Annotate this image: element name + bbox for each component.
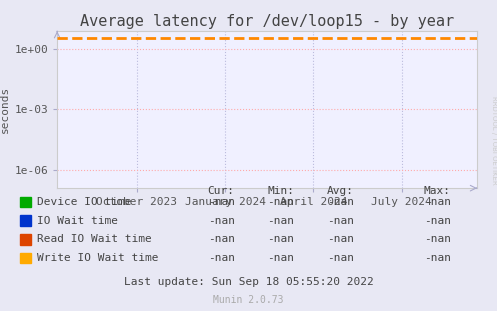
Text: Read IO Wait time: Read IO Wait time (37, 234, 152, 244)
Text: Last update: Sun Sep 18 05:55:20 2022: Last update: Sun Sep 18 05:55:20 2022 (124, 276, 373, 286)
Text: -nan: -nan (424, 253, 451, 263)
Text: -nan: -nan (267, 197, 294, 207)
Text: Write IO Wait time: Write IO Wait time (37, 253, 159, 263)
Text: -nan: -nan (267, 216, 294, 226)
Text: -nan: -nan (327, 253, 354, 263)
Text: -nan: -nan (267, 234, 294, 244)
Text: -nan: -nan (208, 234, 235, 244)
Text: Avg:: Avg: (327, 186, 354, 196)
Text: IO Wait time: IO Wait time (37, 216, 118, 226)
Text: -nan: -nan (424, 234, 451, 244)
Text: -nan: -nan (327, 234, 354, 244)
Text: -nan: -nan (208, 197, 235, 207)
Text: Max:: Max: (424, 186, 451, 196)
Title: Average latency for /dev/loop15 - by year: Average latency for /dev/loop15 - by yea… (80, 14, 454, 29)
Text: -nan: -nan (208, 253, 235, 263)
Text: Min:: Min: (267, 186, 294, 196)
Y-axis label: seconds: seconds (0, 86, 10, 133)
Text: Cur:: Cur: (208, 186, 235, 196)
Text: -nan: -nan (424, 216, 451, 226)
Text: Device IO time: Device IO time (37, 197, 132, 207)
Text: -nan: -nan (327, 197, 354, 207)
Text: -nan: -nan (208, 216, 235, 226)
Text: -nan: -nan (267, 253, 294, 263)
Text: -nan: -nan (424, 197, 451, 207)
Text: Munin 2.0.73: Munin 2.0.73 (213, 295, 284, 305)
Text: -nan: -nan (327, 216, 354, 226)
Text: RRDTOOL / TOBI OETIKER: RRDTOOL / TOBI OETIKER (491, 95, 497, 184)
